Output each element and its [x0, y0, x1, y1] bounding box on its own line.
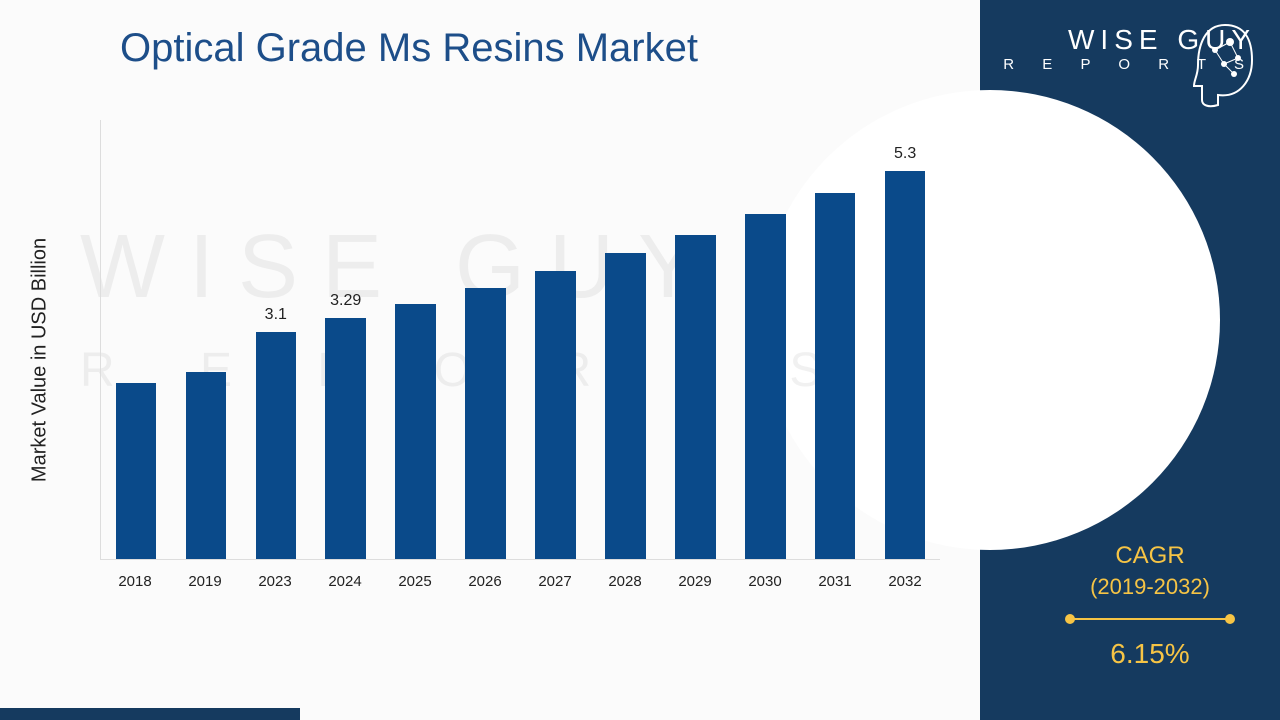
x-axis-label: 2032	[870, 573, 940, 590]
bar	[885, 171, 926, 559]
x-axis-label: 2031	[800, 573, 870, 590]
bar-wrap	[381, 120, 451, 559]
bar-wrap	[101, 120, 171, 559]
x-axis-label: 2025	[380, 573, 450, 590]
logo-sub-text: R E P O R T S	[1003, 56, 1256, 73]
bar-wrap	[521, 120, 591, 559]
bar-wrap	[800, 120, 870, 559]
bar-wrap	[730, 120, 800, 559]
x-axis-label: 2027	[520, 573, 590, 590]
bar	[815, 193, 856, 559]
bar-wrap	[171, 120, 241, 559]
bar-value-label: 3.29	[330, 292, 361, 310]
x-axis-label: 2029	[660, 573, 730, 590]
bar	[745, 214, 786, 559]
x-axis-label: 2028	[590, 573, 660, 590]
x-axis-label: 2019	[170, 573, 240, 590]
bar-wrap: 3.29	[311, 120, 381, 559]
x-axis-label: 2030	[730, 573, 800, 590]
bar-wrap: 5.3	[870, 120, 940, 559]
bar-value-label: 5.3	[894, 145, 916, 163]
bottom-accent-bar	[0, 708, 300, 720]
x-axis-label: 2018	[100, 573, 170, 590]
bar-wrap: 3.1	[241, 120, 311, 559]
chart-area: Market Value in USD Billion 3.13.295.3 2…	[60, 120, 940, 600]
bar	[186, 372, 227, 559]
bar-value-label: 3.1	[265, 306, 287, 324]
plot-region: 3.1 3.29 5.3	[100, 120, 940, 560]
bar-wrap	[660, 120, 730, 559]
infographic-page: WISE GUY R E P O R T S Optical Grade Ms …	[0, 0, 1280, 720]
bar	[465, 288, 506, 559]
bar	[256, 332, 297, 559]
cagr-block: CAGR (2019-2032) 6.15%	[1020, 542, 1280, 670]
logo-main-text: WISE GUY	[1003, 24, 1256, 56]
bar	[395, 304, 436, 559]
bar-wrap	[590, 120, 660, 559]
bar	[675, 235, 716, 559]
right-panel: WISE GUY R E P O R T S CAGR (2019-2032) …	[980, 0, 1280, 720]
bar	[605, 253, 646, 559]
chart-title: Optical Grade Ms Resins Market	[120, 26, 698, 71]
x-axis-label: 2026	[450, 573, 520, 590]
bar	[116, 383, 157, 559]
x-axis-label: 2024	[310, 573, 380, 590]
brand-logo: WISE GUY R E P O R T S	[1003, 24, 1256, 73]
cagr-divider	[1070, 618, 1230, 620]
cagr-value: 6.15%	[1020, 638, 1280, 670]
bar	[325, 318, 366, 559]
y-axis-label: Market Value in USD Billion	[29, 238, 52, 482]
x-axis-label: 2023	[240, 573, 310, 590]
x-axis-labels: 2018201920232024202520262027202820292030…	[100, 573, 940, 590]
cagr-period: (2019-2032)	[1020, 574, 1280, 600]
bar	[535, 271, 576, 559]
bars-container: 3.1 3.29 5.3	[101, 120, 940, 559]
bar-wrap	[451, 120, 521, 559]
cagr-label: CAGR	[1020, 542, 1280, 570]
